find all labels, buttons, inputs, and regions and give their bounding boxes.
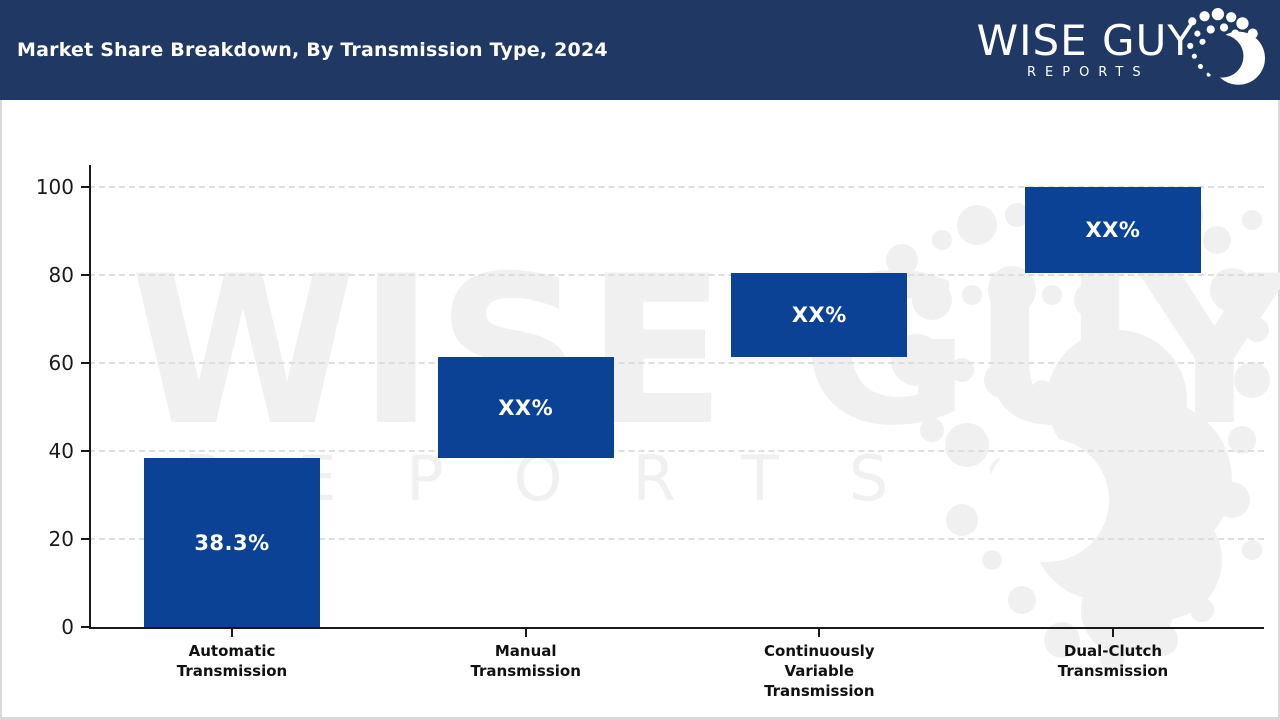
bar-value-label: XX% xyxy=(498,395,554,420)
category-label-line: Manual xyxy=(494,642,557,660)
page-title: Market Share Breakdown, By Transmission … xyxy=(17,39,608,61)
x-tick xyxy=(231,629,233,637)
wise-guy-reports-logo: WISE GUY REPORTS xyxy=(977,7,1266,93)
category-label-line: Variable xyxy=(784,662,855,680)
category-label-line: Transmission xyxy=(1057,662,1169,680)
category-label-line: Continuously xyxy=(764,642,875,660)
logo-text: WISE GUY REPORTS xyxy=(976,16,1194,81)
bar-value-label: XX% xyxy=(791,302,847,327)
category-label: Continuously Variable Transmission xyxy=(689,641,949,701)
y-tick-100 xyxy=(81,186,89,188)
x-tick xyxy=(1112,629,1114,637)
y-tick-60 xyxy=(81,362,89,364)
category-label-line: Automatic xyxy=(188,642,276,660)
y-tick-label-40: 40 xyxy=(48,439,74,463)
category-label: Manual Transmission xyxy=(396,641,656,681)
y-tick-40 xyxy=(81,450,89,452)
y-tick-label-80: 80 xyxy=(48,263,74,287)
gridline-40 xyxy=(89,450,1264,452)
category-label-line: Transmission xyxy=(470,662,581,680)
bar-value-label: 38.3% xyxy=(194,530,270,555)
x-tick xyxy=(524,629,527,637)
logo-head-dots-icon xyxy=(1187,8,1265,85)
y-tick-label-20: 20 xyxy=(48,527,74,551)
category-label: Automatic Transmission xyxy=(102,641,362,681)
bar-segment: XX% xyxy=(437,356,614,459)
chart-canvas: WISE GUY REPORTS xyxy=(0,100,1280,720)
y-tick-label-100: 100 xyxy=(35,175,74,199)
y-tick-label-0: 0 xyxy=(61,615,74,639)
bar-segment: XX% xyxy=(1025,187,1201,273)
gridline-80 xyxy=(89,274,1264,276)
y-tick-80 xyxy=(81,274,89,276)
logo-wordmark: WISE GUY xyxy=(976,16,1194,65)
y-tick-label-60: 60 xyxy=(48,351,74,375)
logo-subtext: REPORTS xyxy=(1026,65,1150,80)
x-axis-line xyxy=(89,627,1264,629)
bar-segment: 38.3% xyxy=(144,458,320,627)
category-label-line: Transmission xyxy=(176,662,288,680)
gridline-100 xyxy=(89,186,1264,188)
category-label: Dual-Clutch Transmission xyxy=(983,641,1243,681)
y-tick-20 xyxy=(81,538,89,540)
gridline-20 xyxy=(89,538,1264,540)
bar-value-label: XX% xyxy=(1085,217,1141,242)
header-banner: Market Share Breakdown, By Transmission … xyxy=(0,0,1280,100)
category-label-line: Transmission xyxy=(764,682,875,700)
x-tick xyxy=(818,629,821,637)
category-label-line: Dual-Clutch xyxy=(1063,642,1163,660)
bar-segment: XX% xyxy=(731,272,908,357)
gridline-60 xyxy=(89,362,1264,364)
y-tick-0 xyxy=(81,626,89,628)
watermark-wordmark: WISE GUY xyxy=(130,233,1280,471)
y-axis-line xyxy=(89,165,91,629)
